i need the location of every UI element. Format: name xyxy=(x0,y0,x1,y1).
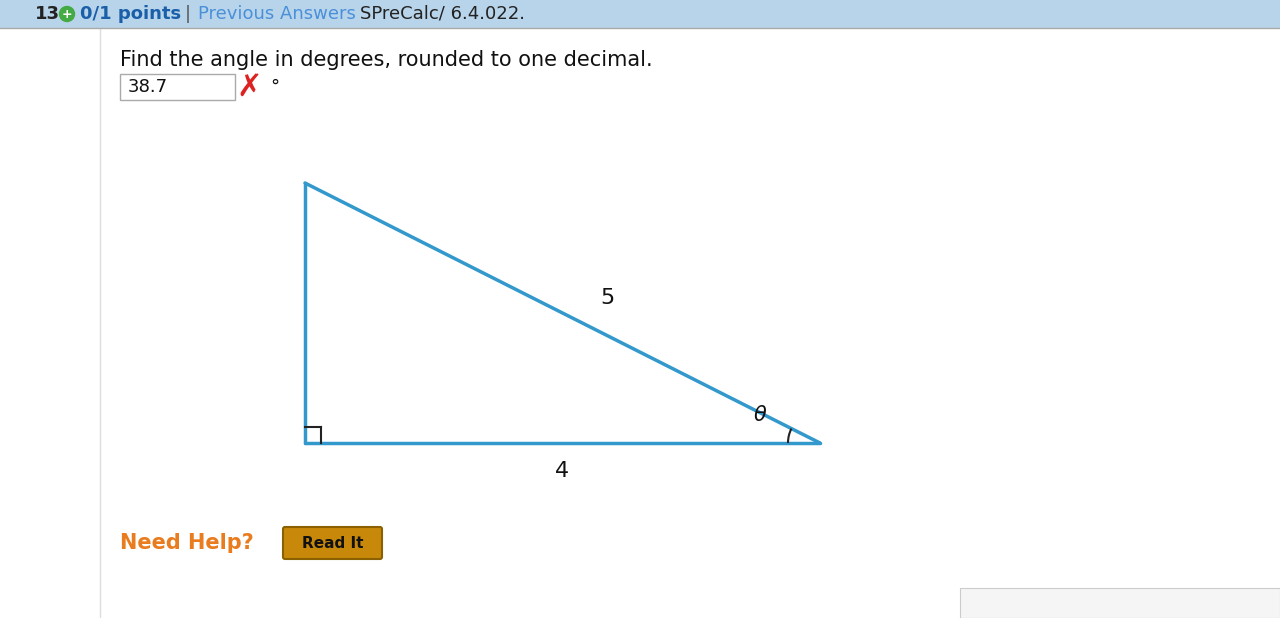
Bar xyxy=(120,74,236,100)
Circle shape xyxy=(59,7,74,22)
Text: ✗: ✗ xyxy=(237,72,261,101)
Text: Find the angle in degrees, rounded to one decimal.: Find the angle in degrees, rounded to on… xyxy=(120,50,653,70)
Text: 5: 5 xyxy=(600,288,614,308)
Text: +: + xyxy=(61,7,72,20)
Text: Previous Answers: Previous Answers xyxy=(198,5,356,23)
Bar xyxy=(0,0,1280,28)
Text: °: ° xyxy=(270,78,279,96)
Text: Read It: Read It xyxy=(302,536,364,551)
Text: 13.: 13. xyxy=(35,5,67,23)
Text: 0/1 points: 0/1 points xyxy=(79,5,182,23)
Text: Need Help?: Need Help? xyxy=(120,533,253,553)
Text: 38.7: 38.7 xyxy=(128,78,168,96)
FancyBboxPatch shape xyxy=(283,527,381,559)
Bar xyxy=(960,588,1280,618)
Text: 4: 4 xyxy=(556,461,570,481)
Text: θ: θ xyxy=(754,405,767,425)
Text: |: | xyxy=(186,5,191,23)
Text: SPreCalc/ 6.4.022.: SPreCalc/ 6.4.022. xyxy=(360,5,525,23)
